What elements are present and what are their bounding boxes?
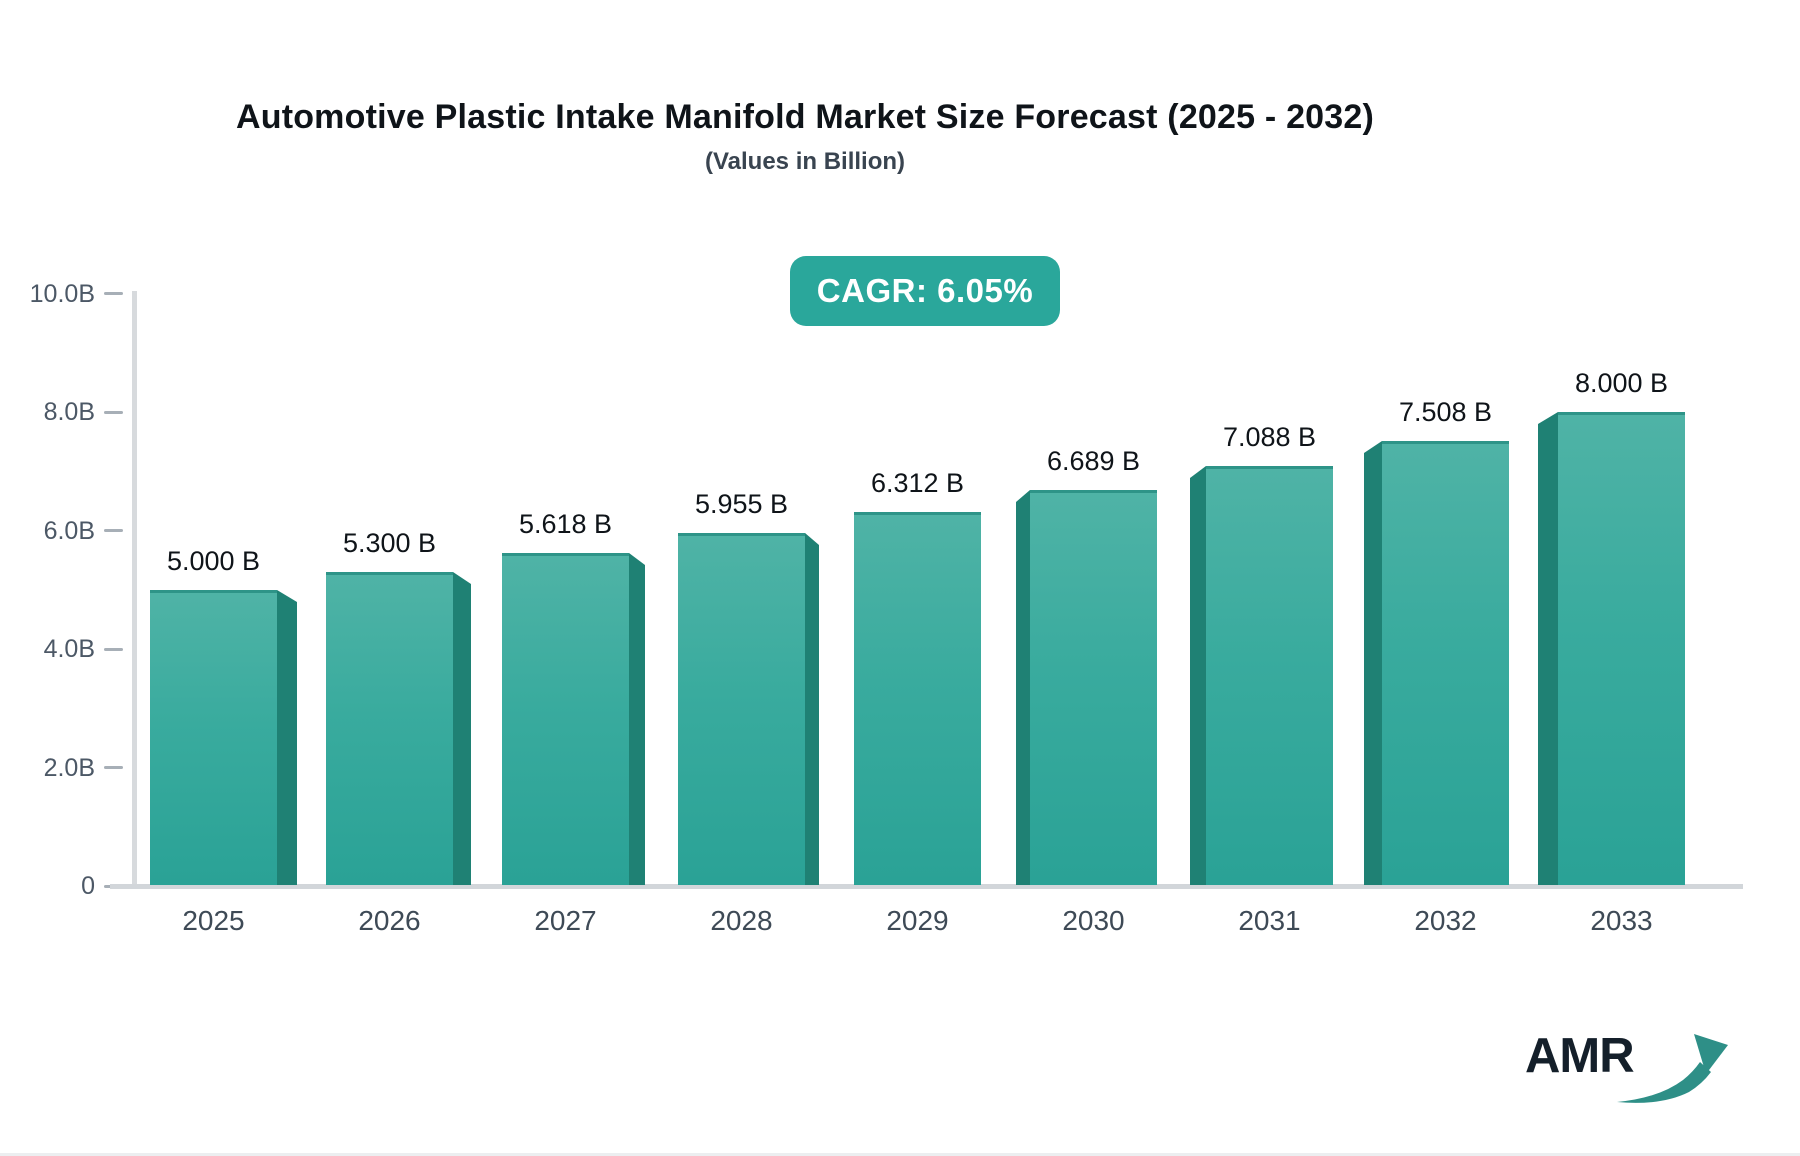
y-tick-dash [104, 766, 123, 769]
bar-side [1190, 466, 1206, 885]
bar-value-label: 5.300 B [342, 528, 437, 558]
y-tick-label: 10.0B [29, 279, 95, 308]
y-tick-label: 2.0B [43, 753, 95, 782]
x-axis-label: 2033 [1590, 905, 1653, 936]
bar-face [326, 572, 453, 885]
y-tick-dash [104, 529, 123, 532]
bar-side [629, 553, 645, 885]
y-tick-label: 4.0B [43, 635, 95, 663]
y-tick-label: 0 [81, 872, 95, 900]
x-axis-label: 2025 [182, 905, 245, 936]
x-axis-baseline [110, 884, 1743, 889]
x-axis-label: 2027 [534, 905, 597, 936]
x-axis-label: 2028 [710, 905, 773, 936]
y-tick-dash [104, 410, 123, 414]
bar-face [854, 512, 981, 885]
cagr-badge-label: CAGR: 6.05% [816, 272, 1034, 309]
growth-arrow-icon [1617, 1034, 1728, 1103]
bar-value-label: 6.689 B [1046, 446, 1141, 476]
chart-title: Automotive Plastic Intake Manifold Marke… [235, 98, 1375, 136]
bar-face [1382, 441, 1509, 885]
y-tick-dash [104, 292, 123, 295]
bar-value-label: 7.088 B [1222, 422, 1317, 452]
bar-face [1558, 412, 1685, 885]
bar-side [1016, 490, 1030, 885]
x-axis-label: 2030 [1062, 905, 1125, 936]
x-axis-label: 2029 [886, 905, 949, 936]
bar-value-label: 6.312 B [870, 468, 965, 498]
bar-value-label: 5.000 B [166, 546, 261, 576]
y-axis-line [132, 291, 137, 888]
bar-face [502, 553, 629, 885]
x-axis-label: 2031 [1238, 905, 1301, 936]
bar-value-label: 5.618 B [518, 509, 613, 539]
bar-side [277, 590, 297, 885]
bar-side [453, 572, 471, 885]
bar-side [1538, 412, 1558, 885]
y-tick-label: 8.0B [43, 398, 95, 426]
bar-face [1206, 466, 1333, 885]
bar-side [1364, 441, 1382, 885]
bar-value-label: 5.955 B [694, 489, 789, 519]
bar-value-label: 8.000 B [1574, 368, 1669, 398]
bar-face [150, 590, 277, 885]
y-tick-label: 6.0B [43, 516, 95, 545]
y-tick-dash [104, 647, 123, 651]
chart-subtitle: (Values in Billion) [704, 148, 906, 175]
bar-face [1030, 490, 1157, 885]
bar-face [678, 533, 805, 885]
bar-value-label: 7.508 B [1398, 397, 1493, 427]
x-axis-label: 2026 [358, 905, 421, 936]
amr-logo: AMR [1525, 1028, 1745, 1118]
amr-logo-text: AMR [1525, 1029, 1635, 1083]
bar-side [805, 533, 819, 885]
x-axis-label: 2032 [1414, 905, 1477, 936]
screenshot-bottom-edge [0, 1153, 1800, 1156]
cagr-badge: CAGR: 6.05% [790, 256, 1060, 326]
